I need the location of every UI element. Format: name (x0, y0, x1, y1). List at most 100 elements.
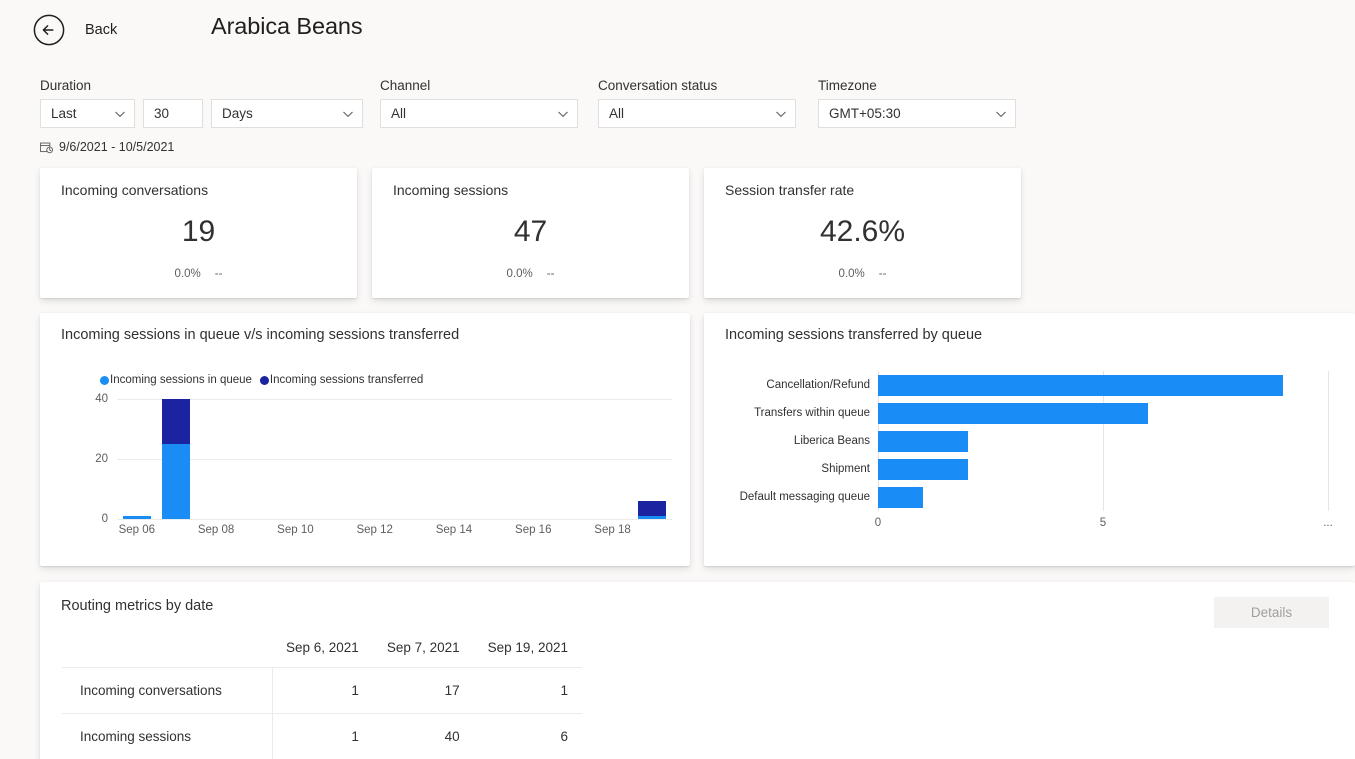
table-cell: 17 (444, 683, 460, 698)
kpi-subtext: 0.0% -- (704, 268, 1021, 280)
x-axis-tick-label: Sep 14 (435, 524, 473, 536)
table-cell: 40 (444, 729, 460, 744)
gridline: 20 (95, 453, 672, 465)
column-chart-plot: 0 20 40 (95, 393, 672, 525)
gridline: 0 (102, 513, 672, 525)
bar-segment (122, 516, 151, 519)
legend-label: Incoming sessions transferred (269, 374, 424, 386)
gridline: 40 (95, 393, 672, 405)
channel-label: Channel (380, 78, 431, 93)
kpi-value: 42.6% (819, 215, 906, 248)
x-axis-tick-label: ... (1323, 517, 1333, 529)
table-row-header: Incoming sessions (62, 713, 273, 759)
y-axis-tick-label: 0 (101, 513, 108, 525)
channel-filter: Channel All (380, 78, 578, 128)
legend-label: Incoming sessions in queue (110, 374, 252, 386)
calendar-clock-icon (40, 141, 53, 154)
back-label: Back (85, 22, 118, 38)
table-corner-header (62, 634, 272, 668)
table-cell: 1 (560, 683, 568, 698)
kpi-card-session-transfer-rate: Session transfer rate 42.6% 0.0% -- (704, 168, 1021, 298)
back-button[interactable]: Back (33, 14, 117, 46)
channel-value: All (391, 106, 407, 121)
kpi-trend: -- (214, 268, 223, 280)
kpi-card-incoming-conversations: Incoming conversations 19 0.0% -- (40, 168, 357, 298)
timezone-dropdown[interactable]: GMT+05:30 (818, 99, 1016, 128)
kpi-card-incoming-sessions: Incoming sessions 47 0.0% -- (372, 168, 689, 298)
chevron-down-icon (114, 108, 126, 120)
bar-segment (638, 501, 667, 516)
bar-row[interactable]: Liberica Beans (794, 430, 968, 452)
kpi-value: 47 (513, 215, 548, 248)
timezone-value: GMT+05:30 (829, 106, 901, 121)
x-axis-tick-label: Sep 08 (197, 524, 235, 536)
bar (878, 402, 1148, 424)
conversation-status-dropdown[interactable]: All (598, 99, 796, 128)
gridline (1328, 371, 1329, 511)
legend-item[interactable]: Incoming sessions transferred (259, 374, 424, 386)
page-title: Arabica Beans (211, 13, 363, 39)
legend-marker-icon (259, 375, 269, 385)
kpi-delta: 0.0% (838, 268, 865, 280)
chevron-down-icon (557, 108, 569, 120)
duration-unit-dropdown[interactable]: Days (211, 99, 363, 128)
arrow-left-circle-icon (33, 14, 65, 46)
x-axis-tick-label: Sep 16 (515, 524, 552, 536)
chart-card-transferred-by-queue: Incoming sessions transferred by queue 0… (704, 313, 1355, 566)
duration-filter: Duration Last 30 Days (40, 78, 363, 128)
stacked-bar[interactable] (122, 516, 151, 519)
table-title: Routing metrics by date (61, 598, 214, 614)
chart-legend: Incoming sessions in queue Incoming sessi… (100, 374, 423, 386)
table-row-header: Incoming conversations (62, 667, 273, 714)
bar-row[interactable]: Cancellation/Refund (766, 374, 1283, 396)
filter-bar: Duration Last 30 Days (0, 78, 1355, 156)
stacked-bar[interactable] (162, 399, 191, 519)
details-button[interactable]: Details (1214, 597, 1329, 628)
timezone-filter: Timezone GMT+05:30 (818, 78, 1016, 128)
conversation-status-value: All (609, 106, 625, 121)
kpi-title: Incoming conversations (61, 182, 209, 198)
bar-category-label: Liberica Beans (793, 435, 870, 447)
kpi-subtext: 0.0% -- (40, 268, 357, 280)
bar (878, 486, 923, 508)
duration-mode-dropdown[interactable]: Last (40, 99, 135, 128)
channel-dropdown[interactable]: All (380, 99, 578, 128)
stacked-bar[interactable] (638, 501, 667, 519)
legend-marker-icon (100, 375, 109, 385)
routing-metrics-card: Routing metrics by date Details Sep 6, 2… (40, 582, 1355, 759)
bar-segment (162, 399, 191, 444)
kpi-trend: -- (546, 268, 555, 280)
table-row: Incoming conversations 1 17 1 (62, 667, 582, 714)
x-axis-tick-label: 0 (874, 517, 882, 529)
duration-amount-input[interactable]: 30 (143, 99, 203, 128)
bar (878, 458, 968, 480)
x-axis-tick-label: Sep 18 (594, 524, 631, 536)
kpi-delta: 0.0% (174, 268, 201, 280)
chevron-down-icon (342, 108, 354, 120)
bar-category-label: Transfers within queue (754, 407, 870, 419)
x-axis-tick-label: 5 (1099, 517, 1107, 529)
page-header: Back Arabica Beans (0, 0, 1355, 62)
bar-row[interactable]: Default messaging queue (740, 486, 923, 508)
table-column-header: Sep 19, 2021 (487, 640, 568, 655)
bar (878, 430, 968, 452)
table-header-row: Sep 6, 2021 Sep 7, 2021 Sep 19, 2021 (62, 634, 582, 668)
kpi-title: Session transfer rate (725, 182, 855, 198)
chart-title: Incoming sessions transferred by queue (725, 327, 983, 343)
bar-row[interactable]: Shipment (821, 458, 968, 480)
x-axis-tick-label: Sep 12 (356, 524, 393, 536)
table-header: Sep 6, 2021 Sep 7, 2021 Sep 19, 2021 (62, 634, 582, 668)
duration-mode-value: Last (51, 106, 77, 121)
timezone-label: Timezone (818, 78, 877, 93)
bar (878, 374, 1283, 396)
legend-item[interactable]: Incoming sessions in queue (100, 374, 252, 386)
bar-row[interactable]: Transfers within queue (754, 402, 1148, 424)
y-axis-tick-label: 20 (95, 453, 108, 465)
kpi-title: Incoming sessions (393, 182, 509, 198)
table-row: Incoming sessions 1 40 6 (62, 713, 582, 759)
gridline (1103, 371, 1104, 511)
bar-segment (638, 516, 667, 519)
table-cell: 1 (351, 729, 359, 744)
duration-unit-value: Days (222, 106, 253, 121)
